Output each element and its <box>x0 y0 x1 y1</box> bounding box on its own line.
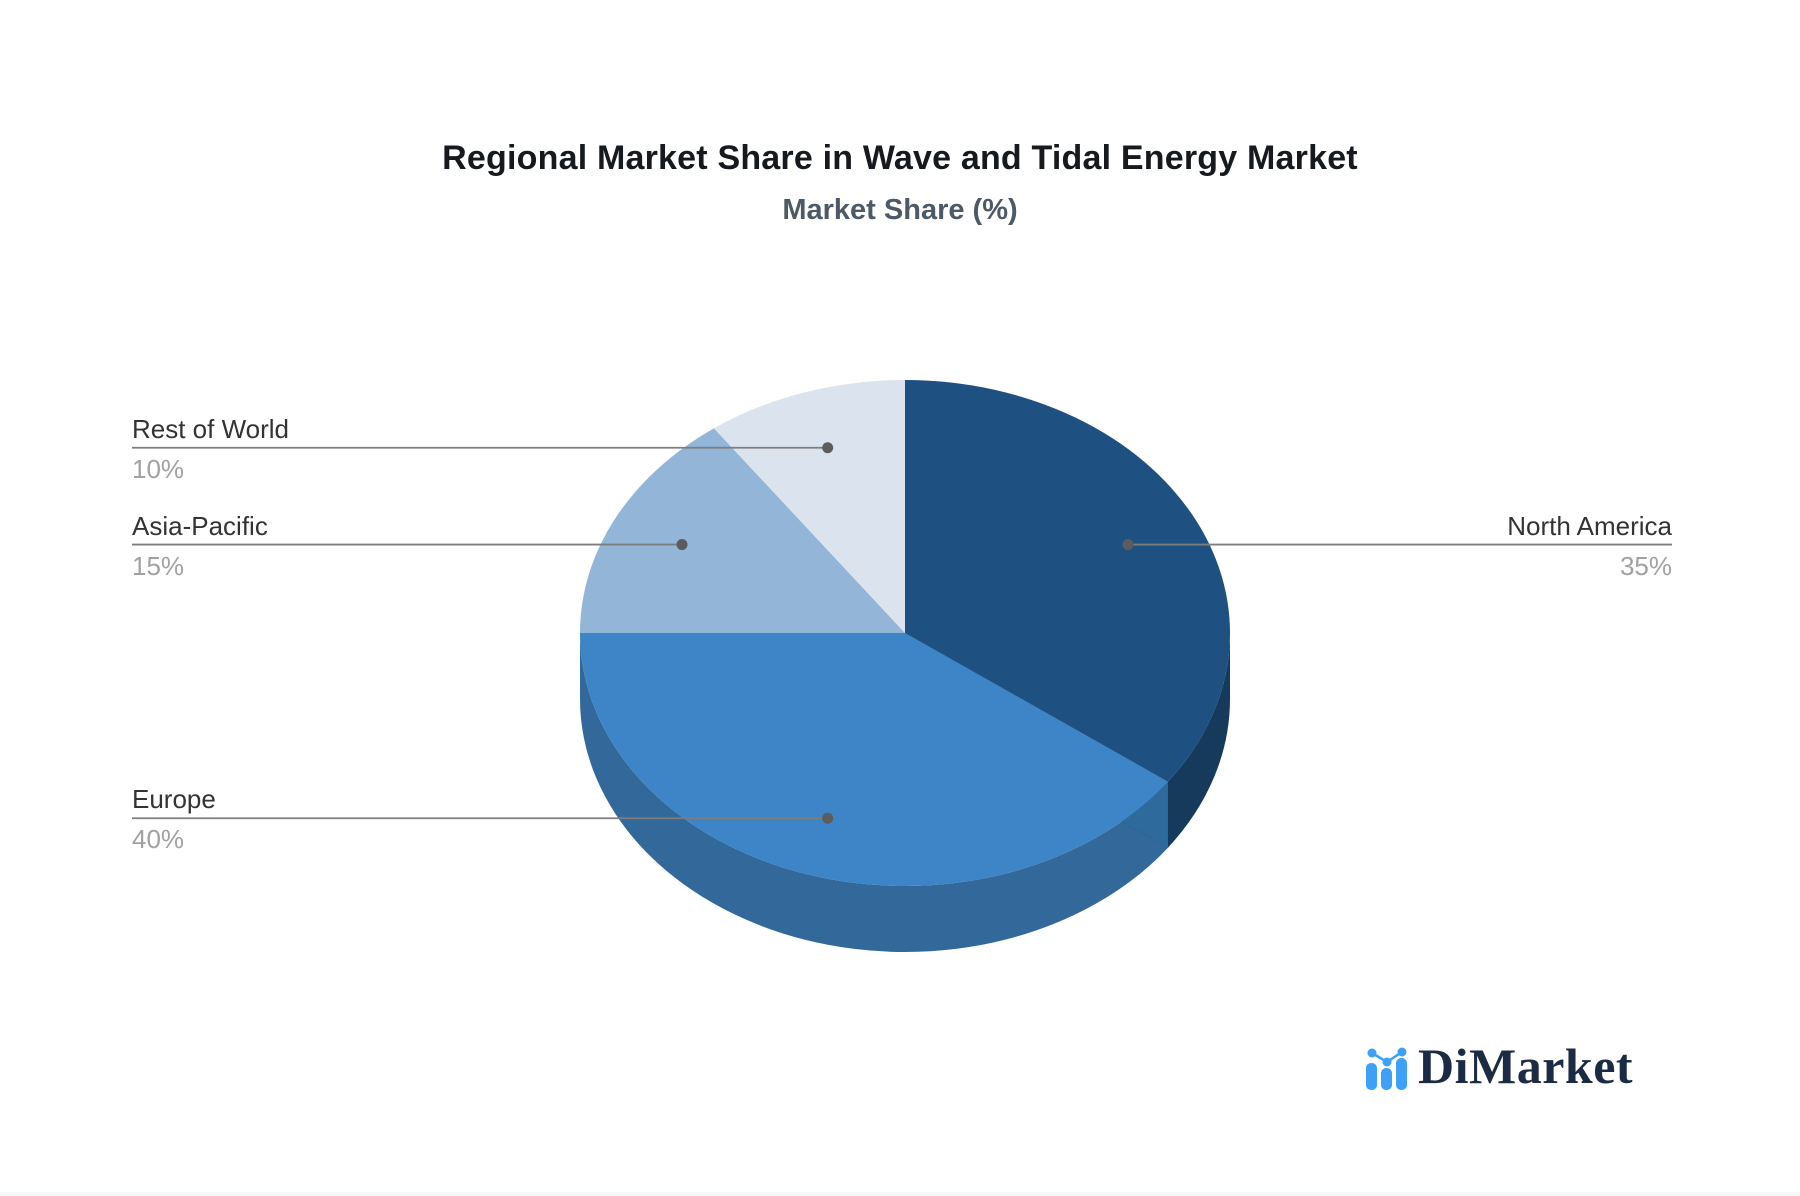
leader-dot-rest-of-world <box>822 442 834 454</box>
segment-label-asia-pacific: Asia-Pacific <box>132 510 268 541</box>
segment-value-north-america: 35% <box>1619 550 1672 581</box>
pie-slice-europe[interactable] <box>580 633 1168 886</box>
segment-label-rest-of-world: Rest of World <box>132 413 290 444</box>
chart-title: Regional Market Share in Wave and Tidal … <box>442 139 1358 177</box>
pie-slice-north-america[interactable] <box>905 380 1230 782</box>
bar-line-chart-icon <box>1366 1047 1407 1090</box>
pie-slice-side-europe <box>580 633 1168 953</box>
logo-wordmark: DiMarket <box>1418 1038 1634 1094</box>
segment-label-north-america: North America <box>1507 510 1672 541</box>
dimarket-logo: DiMarket <box>1362 1036 1633 1096</box>
pie-slice-side-north-america <box>1167 633 1230 848</box>
leader-dot-north-america <box>1122 539 1134 551</box>
segment-value-asia-pacific: 15% <box>132 550 185 581</box>
leader-dot-asia-pacific <box>676 539 688 551</box>
chart-subtitle: Market Share (%) <box>782 194 1018 226</box>
bottom-edge-strip <box>0 1192 1800 1196</box>
pie-slice-asia-pacific[interactable] <box>580 428 905 633</box>
leader-dot-europe <box>822 812 834 824</box>
segment-value-europe: 40% <box>132 824 185 855</box>
pie-slice-rest-of-world[interactable] <box>713 380 905 633</box>
segment-value-rest-of-world: 10% <box>132 453 185 484</box>
segment-label-europe: Europe <box>132 784 216 815</box>
